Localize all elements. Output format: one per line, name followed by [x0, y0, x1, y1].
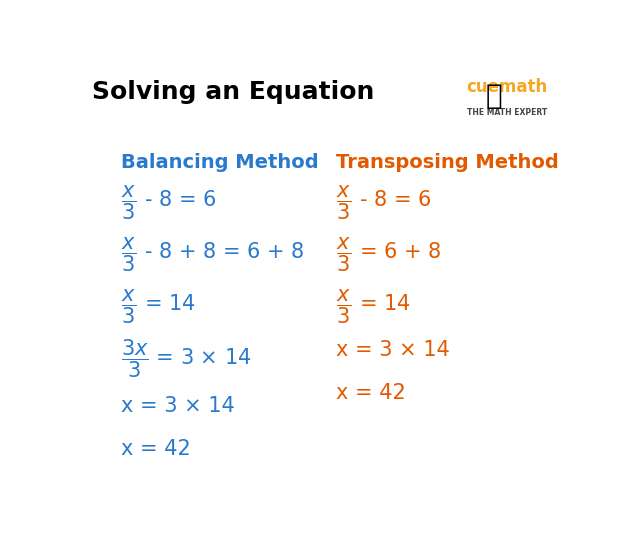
- Text: $\dfrac{3x}{3}$ = 3 × 14: $\dfrac{3x}{3}$ = 3 × 14: [121, 337, 251, 380]
- Text: $\dfrac{x}{3}$ = 14: $\dfrac{x}{3}$ = 14: [337, 287, 411, 326]
- Text: $\dfrac{x}{3}$ - 8 + 8 = 6 + 8: $\dfrac{x}{3}$ - 8 + 8 = 6 + 8: [121, 236, 304, 274]
- Text: x = 42: x = 42: [121, 439, 190, 459]
- Text: $\dfrac{x}{3}$ = 6 + 8: $\dfrac{x}{3}$ = 6 + 8: [337, 236, 441, 274]
- Text: Balancing Method: Balancing Method: [121, 153, 318, 172]
- Text: Solving an Equation: Solving an Equation: [92, 80, 374, 104]
- Text: cuemath: cuemath: [466, 78, 548, 96]
- Text: x = 3 × 14: x = 3 × 14: [337, 339, 450, 360]
- Text: 🚀: 🚀: [485, 82, 502, 110]
- Text: $\dfrac{x}{3}$ = 14: $\dfrac{x}{3}$ = 14: [121, 287, 195, 326]
- Text: x = 3 × 14: x = 3 × 14: [121, 396, 235, 416]
- Text: $\dfrac{x}{3}$ - 8 = 6: $\dfrac{x}{3}$ - 8 = 6: [121, 184, 216, 222]
- Text: Transposing Method: Transposing Method: [337, 153, 559, 172]
- Text: $\dfrac{x}{3}$ - 8 = 6: $\dfrac{x}{3}$ - 8 = 6: [337, 184, 431, 222]
- Text: x = 42: x = 42: [337, 382, 406, 403]
- Text: THE MATH EXPERT: THE MATH EXPERT: [467, 108, 548, 117]
